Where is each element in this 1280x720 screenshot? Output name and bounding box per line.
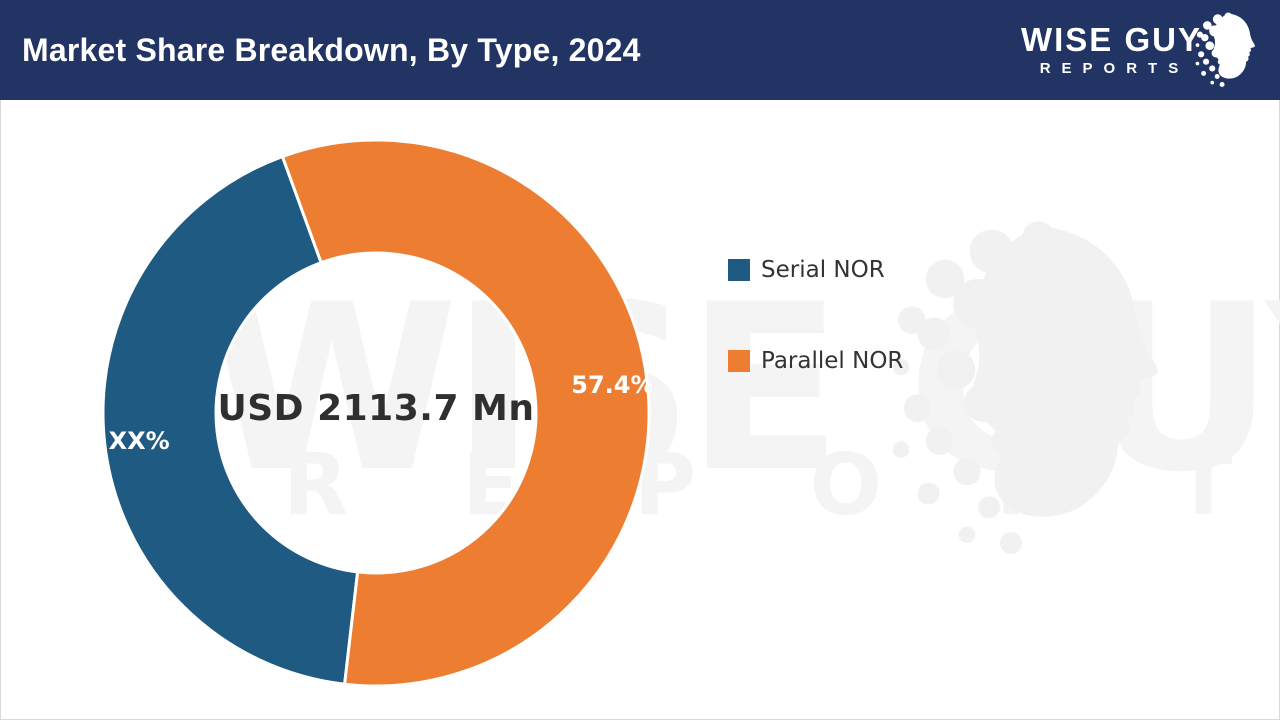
legend-swatch-parallel-nor: [728, 350, 750, 372]
donut-center-label: USD 2113.7 Mn: [217, 388, 535, 429]
segment-label: XX%: [109, 427, 170, 455]
brand-logo-text: WISE GUY REPORTS: [1021, 23, 1202, 77]
brand-logo: WISE GUY REPORTS: [1021, 8, 1264, 92]
legend-swatch-serial-nor: [728, 259, 750, 281]
header-bar: Market Share Breakdown, By Type, 2024 WI…: [0, 0, 1280, 100]
legend-label: Serial NOR: [761, 257, 885, 283]
donut-segment-parallel-nor: [280, 138, 651, 688]
donut-segment-serial-nor: [101, 155, 360, 686]
legend-item-parallel-nor: Parallel NOR: [728, 348, 904, 374]
segment-label: 57.4%: [571, 371, 652, 399]
donut-chart: XX% 57.4%: [101, 138, 652, 688]
legend-label: Parallel NOR: [761, 348, 904, 374]
legend-item-serial-nor: Serial NOR: [728, 257, 903, 283]
page-title: Market Share Breakdown, By Type, 2024: [22, 31, 641, 68]
brand-subtitle: REPORTS: [1039, 59, 1190, 77]
brand-name: WISE GUY: [1020, 21, 1202, 59]
head-profile-icon: [1190, 10, 1264, 90]
legend: Serial NOR Parallel NOR: [728, 259, 903, 441]
